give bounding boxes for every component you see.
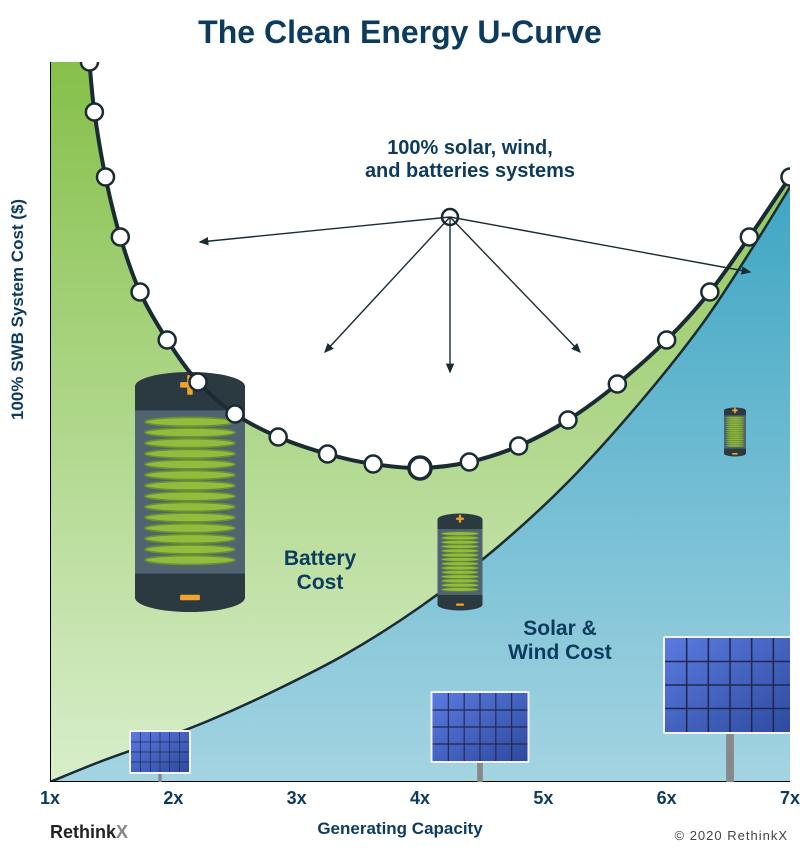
curve-point [319, 446, 336, 463]
curve-point [609, 376, 626, 393]
curve-point [658, 332, 675, 349]
solar-wind-cost-label: Solar &Wind Cost [500, 617, 620, 665]
x-tick: 4x [410, 788, 430, 809]
curve-point [112, 229, 129, 246]
curve-point [782, 169, 791, 186]
curve-point [132, 284, 149, 301]
curve-point [227, 406, 244, 423]
x-tick: 7x [780, 788, 800, 809]
curve-point [190, 374, 207, 391]
copyright: © 2020 RethinkX [675, 828, 788, 843]
curve-point [741, 229, 758, 246]
curve-point [409, 457, 431, 479]
curve-point [365, 456, 382, 473]
curve-point [510, 438, 527, 455]
curve-point [81, 62, 98, 71]
curve-point [86, 104, 103, 121]
x-tick: 5x [533, 788, 553, 809]
chart-title: The Clean Energy U-Curve [0, 14, 800, 51]
curve-point [97, 169, 114, 186]
battery-cost-label: BatteryCost [260, 547, 380, 595]
curve-point [701, 284, 718, 301]
x-tick: 3x [287, 788, 307, 809]
curve-point [270, 429, 287, 446]
x-tick: 2x [163, 788, 183, 809]
curve-point [461, 454, 478, 471]
curve-point [560, 412, 577, 429]
annotation-text: 100% solar, wind,and batteries systems [320, 137, 620, 183]
curve-point [159, 332, 176, 349]
x-tick: 6x [657, 788, 677, 809]
x-tick: 1x [40, 788, 60, 809]
y-axis-label: 100% SWB System Cost ($) [8, 199, 28, 420]
brand-logo: RethinkX [50, 822, 128, 843]
